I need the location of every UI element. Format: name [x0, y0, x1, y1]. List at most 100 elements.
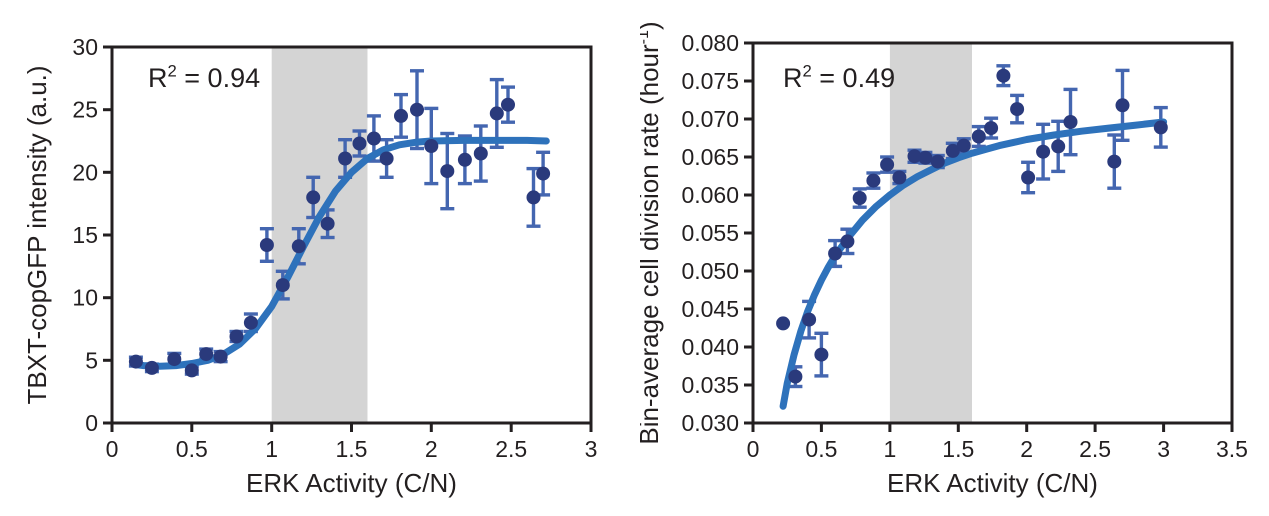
- data-point: [996, 68, 1011, 83]
- data-point: [1021, 170, 1036, 185]
- data-point: [930, 154, 945, 169]
- data-point: [394, 108, 408, 123]
- error-bars: [788, 64, 1168, 389]
- data-point: [907, 149, 922, 164]
- data-point: [526, 190, 541, 205]
- x-axis-title: ERK Activity (C/N): [246, 468, 457, 498]
- data-point: [229, 329, 244, 344]
- x-axis-title: ERK Activity (C/N): [887, 468, 1098, 498]
- data-point: [320, 216, 335, 231]
- y-axis-tick-label: 0.040: [681, 334, 739, 360]
- r-squared-annotation: R2 = 0.94: [148, 62, 260, 93]
- x-axis-tick-label: 1: [884, 436, 897, 462]
- y-axis-tick-label: 0.065: [681, 144, 739, 170]
- y-axis-tick-label: 5: [85, 347, 98, 373]
- axis-ticks: [103, 45, 593, 432]
- data-point: [489, 106, 504, 121]
- data-point: [128, 354, 143, 369]
- y-axis-tick-label: 10: [72, 285, 98, 311]
- data-point: [275, 278, 290, 293]
- x-axis-tick-label: 2: [1020, 436, 1033, 462]
- tick-labels: 0 0.5 1 1.5 2 2.5 3 3.5 0.030 0.035 0.040 0.045 0.05…: [681, 30, 1248, 462]
- data-point: [1115, 98, 1130, 113]
- x-axis-tick-label: 3: [585, 436, 598, 462]
- fit-curve: [779, 118, 1168, 410]
- y-axis-tick-label: 0.060: [681, 182, 739, 208]
- x-axis-tick-label: 0: [106, 436, 119, 462]
- data-point: [379, 151, 394, 166]
- y-axis-tick-label: 0.075: [681, 68, 739, 94]
- data-point: [144, 360, 159, 375]
- fit-curve: [132, 136, 550, 370]
- data-point: [840, 234, 855, 249]
- data-point: [184, 363, 199, 378]
- y-axis-tick-label: 20: [72, 159, 98, 185]
- y-axis-title: TBXT-copGFP intensity (a.u.): [22, 65, 52, 404]
- plot-frame: [751, 41, 1234, 425]
- data-point: [892, 170, 907, 185]
- y-axis-tick-label: 0.080: [681, 30, 739, 56]
- highlight-band: [889, 43, 972, 423]
- y-axis-tick-label: 15: [72, 222, 98, 248]
- data-point: [1063, 115, 1078, 129]
- y-axis-tick-label: 0.030: [681, 410, 739, 436]
- data-point: [366, 131, 381, 146]
- data-point: [1036, 144, 1051, 159]
- data-point: [1107, 154, 1122, 169]
- data-point: [852, 191, 867, 205]
- data-point: [213, 349, 228, 364]
- data-point: [880, 157, 895, 172]
- highlight-band: [271, 47, 368, 423]
- data-point: [536, 166, 551, 181]
- r-squared-annotation: R2 = 0.49: [783, 62, 895, 93]
- y-axis-tick-label: 0.070: [681, 106, 739, 132]
- x-axis-tick-label: 2.5: [495, 436, 527, 462]
- data-point: [828, 246, 843, 261]
- data-point: [338, 151, 353, 166]
- y-axis-tick-label: 0: [85, 410, 98, 436]
- data-point: [440, 164, 455, 179]
- x-axis-tick-label: 1.5: [942, 436, 974, 462]
- data-point: [424, 139, 439, 153]
- data-point: [984, 121, 999, 136]
- data-point: [776, 316, 791, 331]
- y-axis-tick-label: 25: [72, 97, 98, 123]
- data-point: [1153, 120, 1168, 135]
- data-point: [243, 315, 258, 330]
- right-chart: 0 0.5 1 1.5 2 2.5 3 3.5 0.030 0.035 0.040 0.045 0.05…: [640, 21, 1248, 498]
- data-point: [291, 239, 306, 254]
- y-axis-tick-label: 0.045: [681, 296, 739, 322]
- data-points: [776, 68, 1168, 384]
- x-axis-tick-label: 0: [747, 436, 760, 462]
- data-point: [814, 347, 829, 362]
- axis-ticks: [744, 41, 1234, 432]
- data-point: [788, 369, 803, 384]
- x-axis-tick-label: 0.5: [176, 436, 208, 462]
- y-axis-title: Bin-average cell division rate (hour-1): [640, 21, 664, 444]
- x-axis-tick-label: 1.5: [336, 436, 368, 462]
- x-axis-tick-label: 2.5: [1079, 436, 1111, 462]
- x-axis-tick-label: 0.5: [805, 436, 837, 462]
- x-axis-tick-label: 3: [1157, 436, 1170, 462]
- data-point: [802, 312, 817, 327]
- y-axis-tick-label: 0.035: [681, 372, 739, 398]
- data-point: [199, 347, 214, 362]
- x-axis-tick-label: 2: [425, 436, 438, 462]
- data-point: [1010, 102, 1025, 117]
- data-point: [457, 152, 472, 167]
- data-point: [501, 97, 515, 112]
- x-axis-tick-label: 3.5: [1216, 436, 1248, 462]
- data-point: [945, 143, 960, 158]
- data-point: [352, 136, 367, 151]
- data-point: [167, 352, 182, 367]
- y-axis-tick-label: 0.050: [681, 258, 739, 284]
- data-point: [410, 102, 424, 117]
- data-point: [971, 129, 986, 144]
- data-point: [473, 146, 488, 161]
- data-point: [918, 150, 933, 165]
- y-axis-tick-label: 0.055: [681, 220, 739, 246]
- data-point: [306, 190, 321, 205]
